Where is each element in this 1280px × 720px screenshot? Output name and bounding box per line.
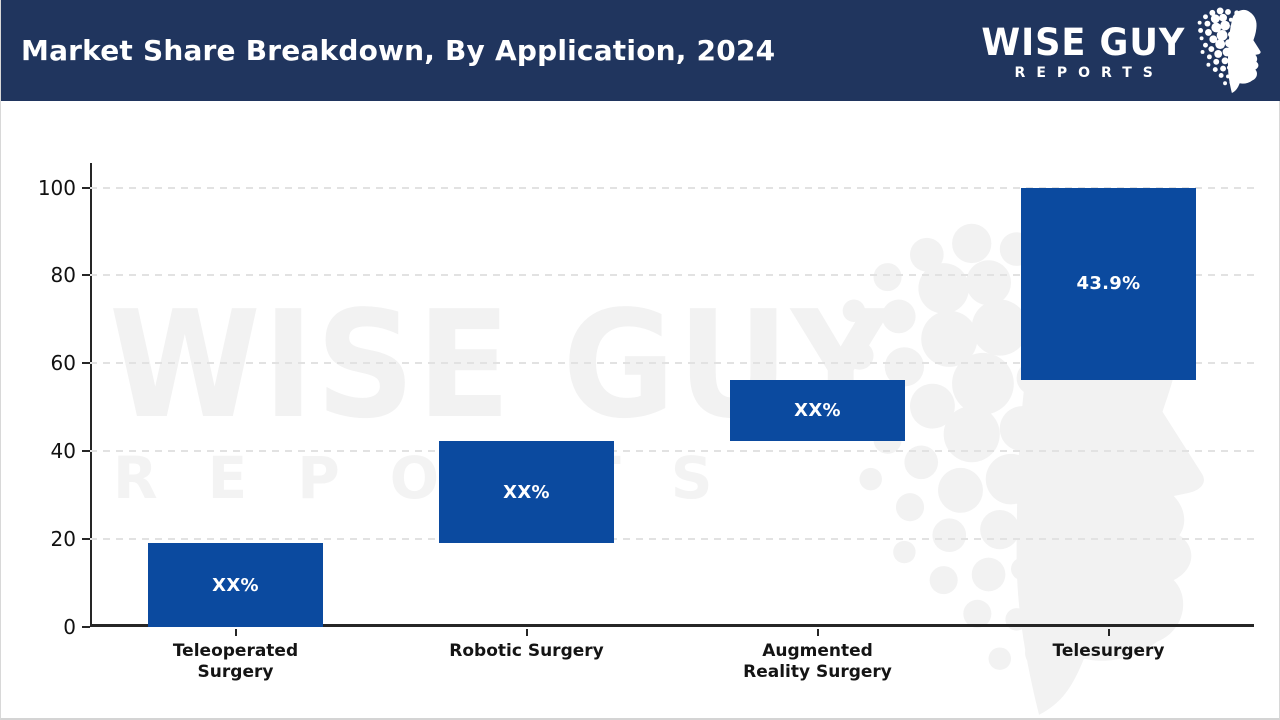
gridline-100 [90, 186, 1254, 189]
category-label-3: Augmented Reality Surgery [743, 641, 892, 682]
y-tick-40 [82, 450, 90, 453]
x-tick-3 [816, 629, 819, 636]
y-tick-100 [82, 186, 90, 189]
header: Market Share Breakdown, By Application, … [1, 0, 1280, 101]
x-tick-1 [234, 629, 237, 636]
y-tick-80 [82, 274, 90, 277]
bar-value-label: XX% [212, 574, 259, 596]
y-tick-label-0: 0 [63, 615, 76, 639]
y-tick-label-40: 40 [50, 439, 76, 464]
brand-head-icon [1187, 7, 1267, 95]
brand-subname: REPORTS [1014, 64, 1164, 81]
y-tick-20 [82, 538, 90, 541]
bar-2: XX% [439, 441, 614, 544]
category-label-1: Teleoperated Surgery [172, 641, 299, 682]
plot-area [90, 163, 1254, 627]
bar-value-label: 43.9% [1076, 273, 1141, 295]
gridline-80 [90, 274, 1254, 277]
x-tick-2 [525, 629, 528, 636]
category-label-2: Robotic Surgery [449, 641, 604, 661]
gridline-60 [90, 362, 1254, 365]
page-title: Market Share Breakdown, By Application, … [21, 34, 776, 67]
waterfall-chart: WISE GUY REPORTS 0 20 40 60 80 100 XX% Teleoper… [1, 101, 1280, 720]
bar-value-label: XX% [794, 400, 841, 422]
brand-name: WISE GUY [981, 20, 1186, 64]
y-tick-label-100: 100 [37, 175, 76, 200]
gridline-20 [90, 538, 1254, 541]
y-tick-0 [82, 626, 90, 628]
bar-value-label: XX% [503, 481, 550, 503]
x-tick-4 [1107, 629, 1110, 636]
bar-1: XX% [148, 543, 323, 627]
y-tick-60 [82, 362, 90, 365]
category-label-4: Telesurgery [1052, 641, 1165, 661]
y-tick-label-80: 80 [50, 263, 76, 288]
gridline-40 [90, 450, 1254, 453]
brand-logo-text: WISE GUY REPORTS [976, 21, 1191, 81]
bar-4: 43.9% [1021, 187, 1196, 381]
y-tick-label-20: 20 [50, 527, 76, 552]
brand-logo: WISE GUY REPORTS [976, 7, 1267, 95]
bar-3: XX% [730, 380, 905, 442]
y-tick-label-60: 60 [50, 351, 76, 376]
